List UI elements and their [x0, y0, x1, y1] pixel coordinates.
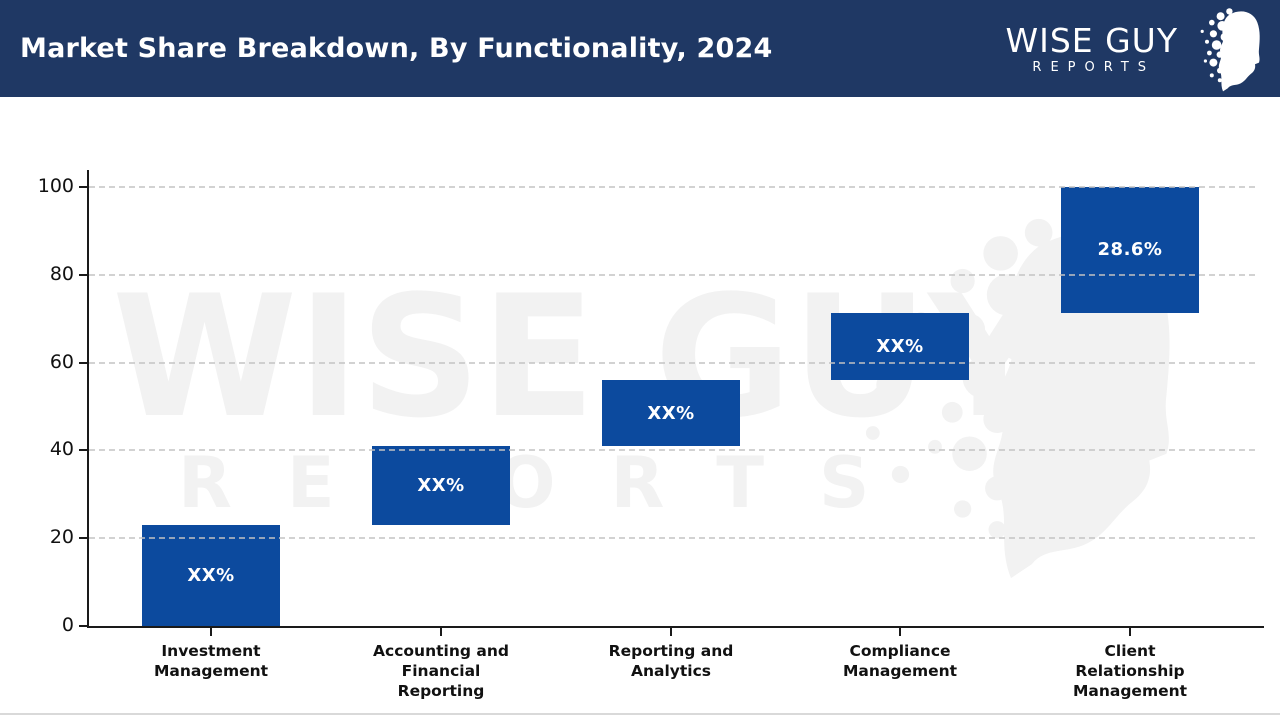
x-axis-spine: [87, 626, 1264, 628]
bar-segment: XX%: [602, 380, 740, 446]
x-category-label-line: Financial: [401, 662, 481, 680]
bar-segment: XX%: [372, 446, 510, 526]
brand-logo-text: WISE GUY REPORTS: [1005, 20, 1178, 75]
x-category-label-line: Accounting and: [373, 642, 509, 660]
x-category-label-line: Reporting: [397, 682, 485, 700]
y-tick-label: 100: [37, 175, 74, 197]
bar-value-label: XX%: [876, 335, 924, 357]
gridline: [89, 186, 1255, 188]
x-category-label-line: Reporting and: [608, 642, 734, 660]
x-category-label: Accounting and Financial Reporting: [326, 641, 556, 701]
y-tick: [79, 537, 87, 540]
bar-value-label: XX%: [647, 402, 695, 424]
x-category-label-line: Management: [842, 662, 958, 680]
y-tick-label: 60: [49, 350, 74, 373]
y-tick: [79, 625, 87, 627]
y-tick-label: 40: [49, 438, 74, 461]
footer-divider: [0, 713, 1280, 715]
brand-subtitle: REPORTS: [1032, 59, 1156, 75]
x-category-label: Compliance Management: [785, 641, 1015, 681]
y-tick-label: 20: [49, 526, 74, 549]
brand-face-icon: [1200, 8, 1260, 92]
bar-segment: XX%: [831, 312, 969, 381]
x-category-label: Client Relationship Management: [1015, 641, 1245, 701]
header-bar: Market Share Breakdown, By Functionality…: [0, 0, 1280, 97]
y-tick-label: 80: [49, 262, 74, 285]
x-category-label: Investment Management: [96, 641, 326, 681]
gridline: [89, 537, 1255, 540]
x-category-label-line: Management: [1072, 682, 1188, 700]
gridline: [89, 449, 1255, 452]
y-tick: [79, 273, 87, 276]
brand-name: WISE GUY: [1005, 20, 1178, 60]
x-tick: [1129, 628, 1131, 636]
bar-value-label: 28.6%: [1097, 239, 1163, 261]
y-tick-label: 0: [61, 614, 74, 636]
gridline: [89, 361, 1255, 364]
gridline: [89, 273, 1255, 276]
x-tick: [670, 628, 672, 636]
x-category-label-line: Management: [153, 662, 269, 680]
page-title: Market Share Breakdown, By Functionality…: [20, 33, 773, 64]
y-tick: [79, 449, 87, 452]
y-axis-spine: [87, 170, 89, 628]
y-tick: [79, 186, 87, 188]
bar-value-label: XX%: [417, 475, 465, 496]
bar-value-label: XX%: [187, 565, 235, 586]
x-tick: [899, 628, 901, 636]
x-category-label: Reporting and Analytics: [556, 641, 786, 681]
y-tick: [79, 361, 87, 364]
x-tick: [440, 628, 442, 636]
x-category-label-line: Relationship: [1075, 662, 1185, 680]
x-category-label-line: Client: [1104, 642, 1156, 660]
x-category-label-line: Compliance: [849, 642, 951, 660]
brand-logo: WISE GUY REPORTS: [1005, 4, 1266, 94]
bar-segment: 28.6%: [1061, 187, 1199, 313]
x-category-label-line: Analytics: [630, 662, 712, 680]
x-tick: [210, 628, 212, 636]
bar-segment: XX%: [142, 525, 280, 626]
x-category-label-line: Investment: [161, 642, 261, 660]
